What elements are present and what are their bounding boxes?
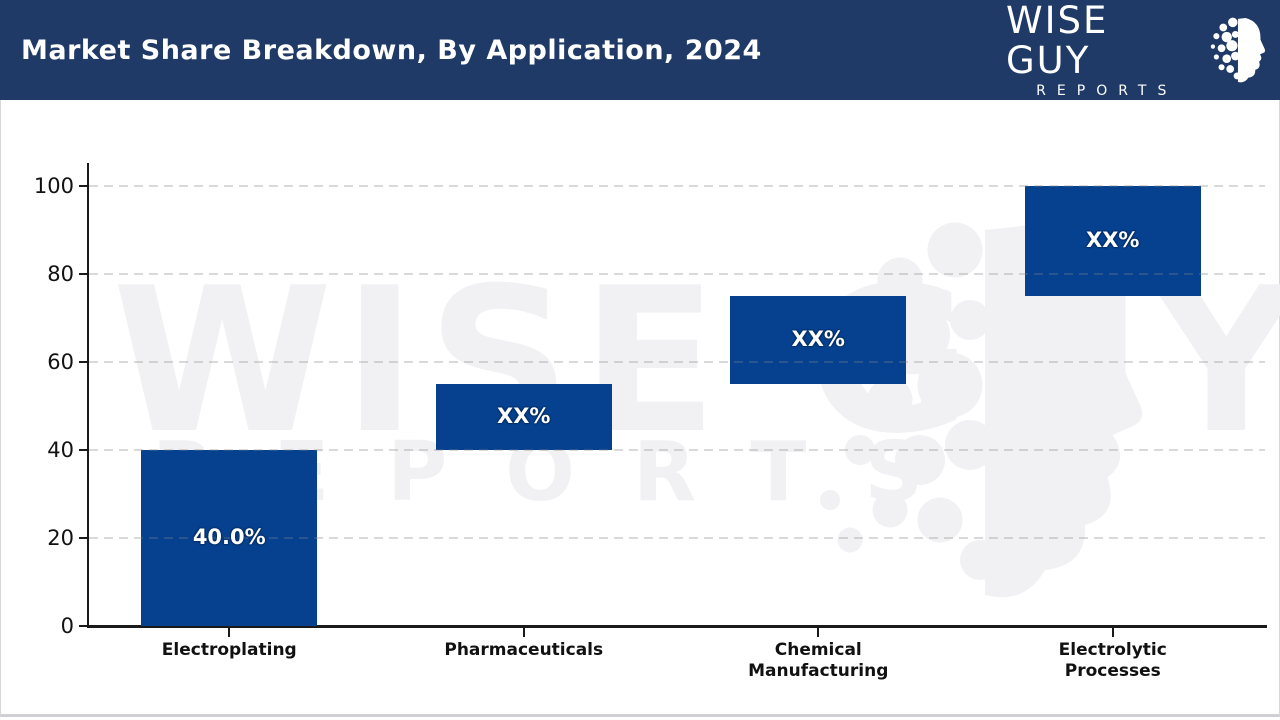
gridline: [89, 361, 1265, 363]
category-label-line: Chemical: [774, 640, 862, 660]
page-title: Market Share Breakdown, By Application, …: [21, 34, 762, 66]
category-label-line: Processes: [1064, 661, 1161, 681]
bar-chemical-manufacturing: [730, 296, 907, 384]
y-tick: [79, 185, 88, 187]
chart-area: 0 20 40 60 80 100 40.0% Electroplating XX% Pharma…: [0, 100, 1280, 720]
category-label: Electrolytic Processes: [983, 640, 1243, 682]
bar-electrolytic-processes: [1024, 186, 1201, 296]
y-tick-label: 0: [60, 614, 74, 638]
y-tick-label: 100: [33, 174, 74, 198]
x-tick: [817, 628, 820, 637]
x-tick: [522, 628, 525, 637]
y-tick: [79, 273, 88, 275]
bar-value-label: XX%: [1086, 228, 1140, 252]
bar-pharmaceuticals: [435, 384, 612, 450]
x-tick: [1111, 628, 1114, 637]
gridline: [89, 185, 1265, 187]
brand-subtitle: REPORTS: [1036, 83, 1178, 99]
x-axis-spine: [87, 625, 1267, 628]
brand-face-icon: [1210, 17, 1265, 83]
y-tick-label: 40: [47, 438, 74, 462]
category-label-line: Pharmaceuticals: [444, 640, 604, 660]
category-label-line: Manufacturing: [748, 661, 889, 681]
gridline: [89, 449, 1265, 451]
y-tick: [79, 625, 88, 627]
gridline: [89, 273, 1265, 275]
y-tick-label: 60: [47, 350, 74, 374]
gridline: [89, 537, 1265, 539]
y-tick: [79, 361, 88, 363]
brand-name: WISE GUY: [1006, 0, 1109, 82]
category-label: Electroplating: [99, 640, 359, 661]
y-tick: [79, 537, 88, 539]
header-bar: Market Share Breakdown, By Application, …: [0, 0, 1280, 100]
bar-value-label: 40.0%: [192, 525, 266, 549]
category-label: Pharmaceuticals: [394, 640, 654, 661]
y-tick-label: 80: [47, 262, 74, 286]
bar-value-label: XX%: [497, 404, 551, 428]
brand-logo: WISE GUY REPORTS: [1006, 1, 1266, 99]
category-label-line: Electrolytic: [1058, 640, 1167, 660]
bar-electroplating: [141, 450, 318, 626]
y-tick: [79, 449, 88, 451]
category-label-line: Electroplating: [161, 640, 297, 660]
watermark-face-icon: [820, 222, 1143, 598]
brand-wordmark: WISE GUY REPORTS: [1006, 0, 1202, 100]
y-axis-spine: [87, 163, 89, 628]
y-tick-label: 20: [47, 526, 74, 550]
bar-value-label: XX%: [791, 327, 845, 351]
category-label: Chemical Manufacturing: [688, 640, 948, 682]
x-tick: [228, 628, 231, 637]
